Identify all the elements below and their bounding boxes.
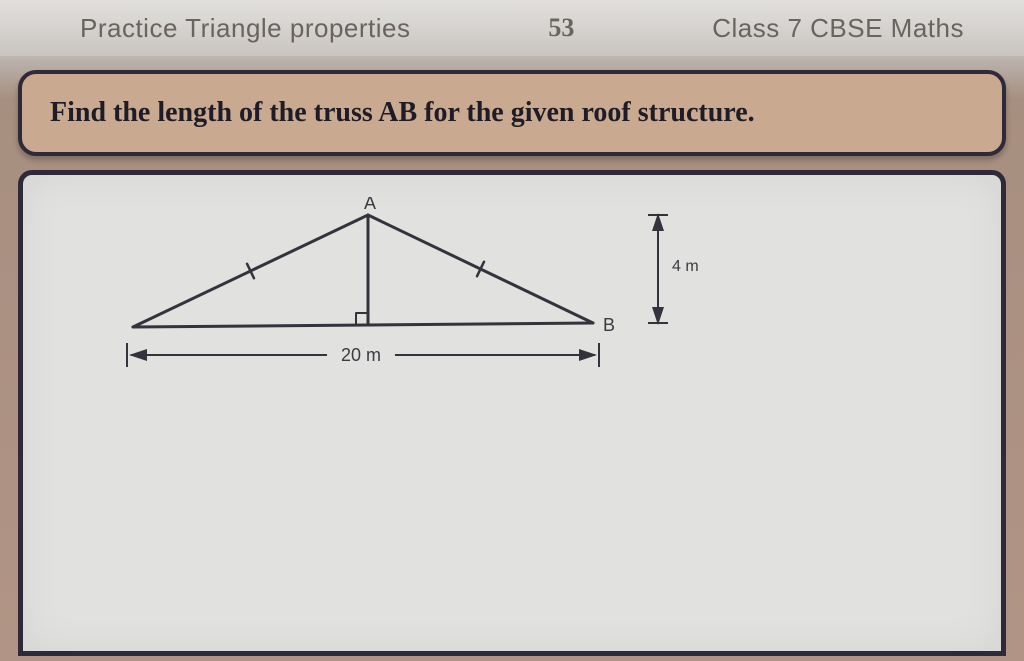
truss-svg: A B 20 m 4 m [103, 197, 723, 387]
label-base: 20 m [341, 345, 381, 365]
page: Practice Triangle properties 53 Class 7 … [0, 0, 1024, 661]
question-prompt: Find the length of the truss AB for the … [50, 97, 755, 129]
work-panel-wrap: A B 20 m 4 m [18, 170, 1006, 656]
truss-diagram: A B 20 m 4 m [103, 197, 723, 387]
header-topic: Practice Triangle properties [80, 13, 410, 44]
header-course: Class 7 CBSE Maths [712, 13, 964, 44]
header-page-no: 53 [548, 13, 574, 43]
question-band: Find the length of the truss AB for the … [18, 70, 1006, 156]
work-panel: A B 20 m 4 m [18, 170, 1006, 656]
label-height: 4 m [672, 258, 699, 275]
page-header: Practice Triangle properties 53 Class 7 … [0, 0, 1024, 56]
label-A: A [364, 197, 376, 213]
label-B: B [603, 315, 615, 335]
